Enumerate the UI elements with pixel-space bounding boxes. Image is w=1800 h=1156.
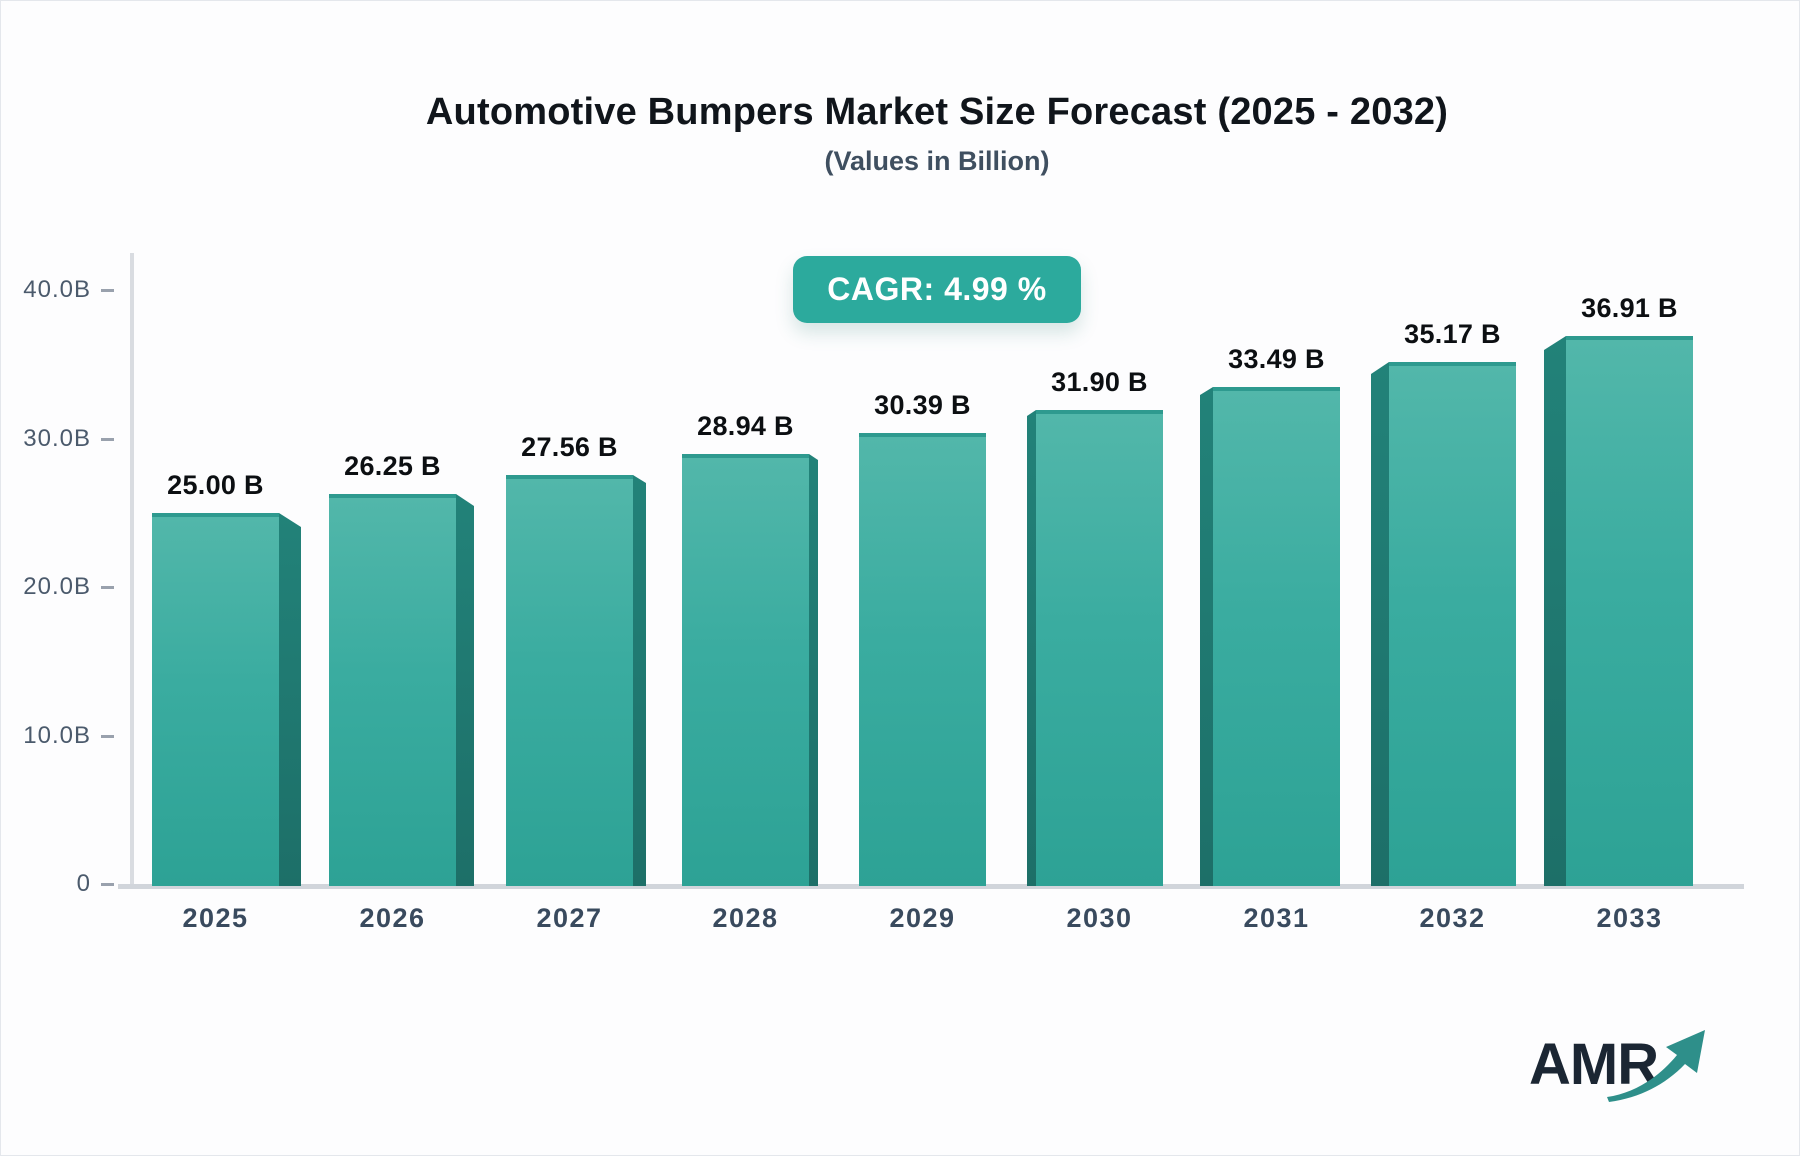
y-tick-label: 10.0B bbox=[23, 721, 91, 749]
x-axis-label: 2025 bbox=[182, 903, 249, 933]
bar-3d-side bbox=[809, 454, 818, 886]
bar-3d-side bbox=[633, 475, 646, 886]
chart-title: Automotive Bumpers Market Size Forecast … bbox=[425, 91, 1449, 133]
chart-subtitle: (Values in Billion) bbox=[824, 145, 1050, 176]
y-tick-label: 0 bbox=[76, 870, 91, 897]
y-tick-label: 30.0B bbox=[23, 424, 91, 452]
bar bbox=[152, 513, 279, 886]
x-axis-label: 2026 bbox=[359, 903, 426, 933]
y-tick bbox=[101, 289, 114, 292]
bar-value-label: 36.91 B bbox=[1581, 293, 1678, 323]
bar-value-label: 27.56 B bbox=[521, 432, 618, 462]
x-axis-label: 2029 bbox=[889, 903, 956, 933]
y-tick bbox=[101, 883, 114, 886]
y-axis-line bbox=[130, 253, 134, 887]
growth-arrow-icon bbox=[1607, 1030, 1705, 1102]
y-tick bbox=[101, 437, 114, 441]
bar-3d-side bbox=[1200, 387, 1213, 886]
y-tick bbox=[101, 734, 114, 738]
bar-value-label: 35.17 B bbox=[1404, 319, 1501, 349]
bar-value-label: 25.00 B bbox=[167, 470, 264, 500]
x-axis-label: 2032 bbox=[1419, 903, 1486, 933]
chart-header: Automotive Bumpers Market Size Forecast … bbox=[131, 1, 1743, 324]
x-axis-label: 2033 bbox=[1596, 903, 1663, 933]
bar-value-label: 30.39 B bbox=[874, 390, 971, 420]
bar bbox=[1389, 362, 1516, 886]
bar-value-label: 31.90 B bbox=[1051, 367, 1148, 397]
bar-3d-side bbox=[1544, 336, 1566, 886]
bar-3d-side bbox=[456, 494, 474, 886]
x-axis-label: 2030 bbox=[1066, 903, 1133, 933]
bar-3d-side bbox=[279, 513, 301, 886]
bar bbox=[1036, 410, 1163, 886]
bar-3d-side bbox=[1371, 362, 1389, 886]
bar-value-label: 26.25 B bbox=[344, 451, 441, 481]
bar bbox=[1213, 387, 1340, 886]
x-axis-label: 2027 bbox=[536, 903, 603, 933]
cagr-badge: CAGR: 4.99 % bbox=[793, 256, 1081, 324]
bar-3d-side bbox=[1027, 410, 1036, 886]
amr-logo-text: AMR bbox=[1529, 1032, 1659, 1097]
bar bbox=[859, 433, 986, 886]
bar bbox=[329, 494, 456, 886]
x-axis-baseline bbox=[118, 884, 1744, 889]
bar-value-label: 28.94 B bbox=[697, 411, 794, 441]
bar-value-label: 33.49 B bbox=[1228, 344, 1325, 374]
x-axis-label: 2028 bbox=[712, 903, 779, 933]
bar bbox=[506, 475, 633, 886]
y-tick bbox=[101, 586, 114, 589]
y-tick-label: 40.0B bbox=[23, 276, 91, 303]
bar bbox=[1566, 336, 1693, 886]
y-tick-label: 20.0B bbox=[23, 573, 91, 600]
x-axis-label: 2031 bbox=[1243, 903, 1310, 933]
amr-logo: AMR bbox=[1529, 1023, 1719, 1113]
bar bbox=[682, 454, 809, 886]
